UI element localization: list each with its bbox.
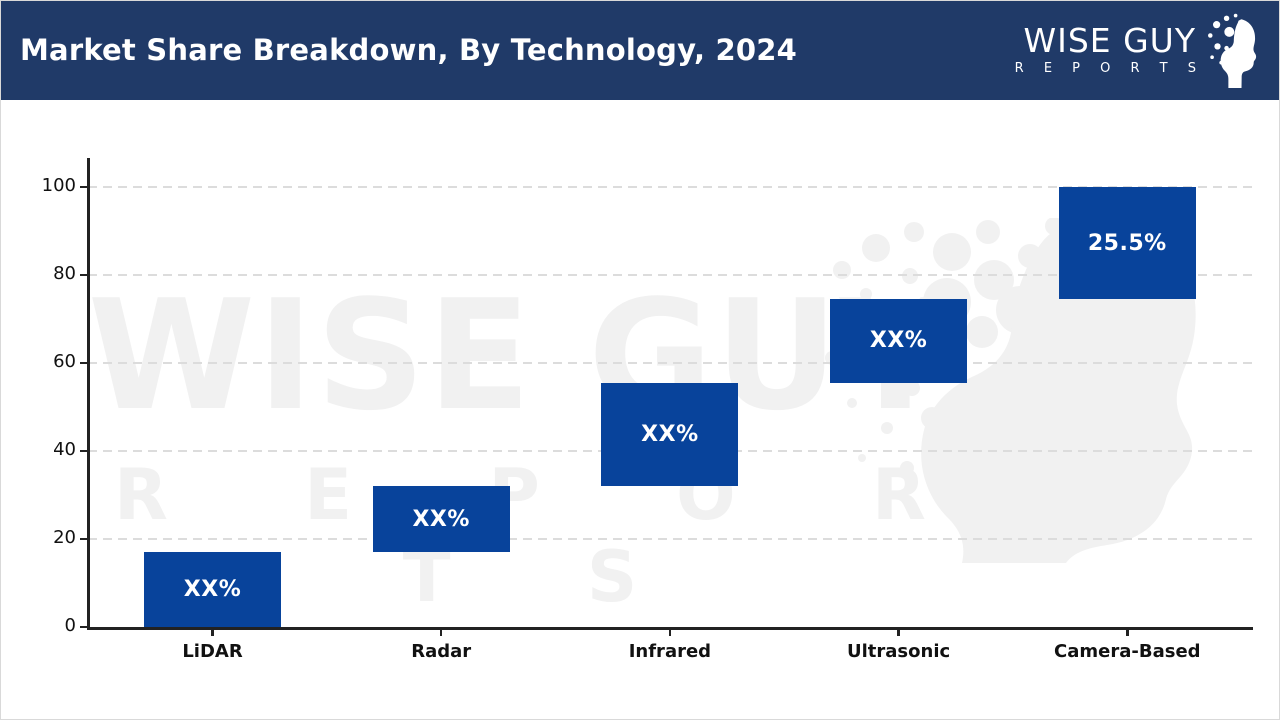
y-tick-label: 40 xyxy=(53,439,76,460)
y-tick-label: 0 xyxy=(64,615,76,636)
watermark-line2: R E P O R T S xyxy=(114,454,982,618)
x-tick-mark xyxy=(439,630,443,636)
bar-ultrasonic: XX% xyxy=(830,299,968,383)
x-axis-label-infrared: Infrared xyxy=(628,641,712,662)
x-tick-mark xyxy=(668,630,672,636)
header-bar: Market Share Breakdown, By Technology, 2… xyxy=(0,0,1280,100)
y-tick-mark xyxy=(80,273,88,277)
x-tick-mark xyxy=(1126,630,1129,636)
x-axis-label-lidar: LiDAR xyxy=(182,641,243,662)
gridline-60 xyxy=(88,362,1253,364)
logo-text: WISE GUY R E P O R T S xyxy=(1015,24,1196,76)
y-tick-mark xyxy=(80,449,88,453)
bar-infrared: XX% xyxy=(601,382,739,487)
bar-radar: XX% xyxy=(372,486,510,553)
gridline-20 xyxy=(88,538,1253,540)
watermark-text: WISE GUY R E P O R T S xyxy=(80,267,960,619)
watermark-line1: WISE GUY xyxy=(87,267,953,444)
y-tick-mark xyxy=(80,361,88,365)
y-tick-label: 80 xyxy=(53,263,76,284)
gridline-100 xyxy=(88,186,1253,188)
bar-value-label: 25.5% xyxy=(1087,230,1167,256)
y-tick-label: 100 xyxy=(41,175,76,196)
logo-face-icon xyxy=(1208,13,1257,88)
bar-lidar: XX% xyxy=(144,552,281,627)
x-axis-line xyxy=(86,627,1253,630)
y-tick-mark xyxy=(80,537,88,541)
logo-wordmark: WISE GUY xyxy=(1023,21,1196,60)
y-tick-mark xyxy=(80,185,88,189)
x-axis-label-radar: Radar xyxy=(411,641,472,662)
gridline-80 xyxy=(88,274,1253,276)
bar-value-label: XX% xyxy=(869,328,928,354)
y-tick-label: 20 xyxy=(53,527,76,548)
y-tick-label: 60 xyxy=(53,351,76,372)
bar-value-label: XX% xyxy=(412,506,470,532)
y-axis-line xyxy=(86,158,90,630)
chart-title: Market Share Breakdown, By Technology, 2… xyxy=(20,33,798,67)
wiseguy-logo: WISE GUY R E P O R T S xyxy=(1015,12,1264,88)
bar-value-label: XX% xyxy=(183,577,242,603)
bar-value-label: XX% xyxy=(641,421,699,447)
bar-camera-based: 25.5% xyxy=(1058,187,1196,300)
logo-subtext: R E P O R T S xyxy=(1014,61,1204,76)
x-axis-label-ultrasonic: Ultrasonic xyxy=(847,641,951,662)
x-axis-label-camera-based: Camera-Based xyxy=(1054,641,1201,662)
x-tick-mark xyxy=(897,630,900,636)
x-tick-mark xyxy=(211,630,214,636)
y-tick-mark xyxy=(80,625,88,629)
